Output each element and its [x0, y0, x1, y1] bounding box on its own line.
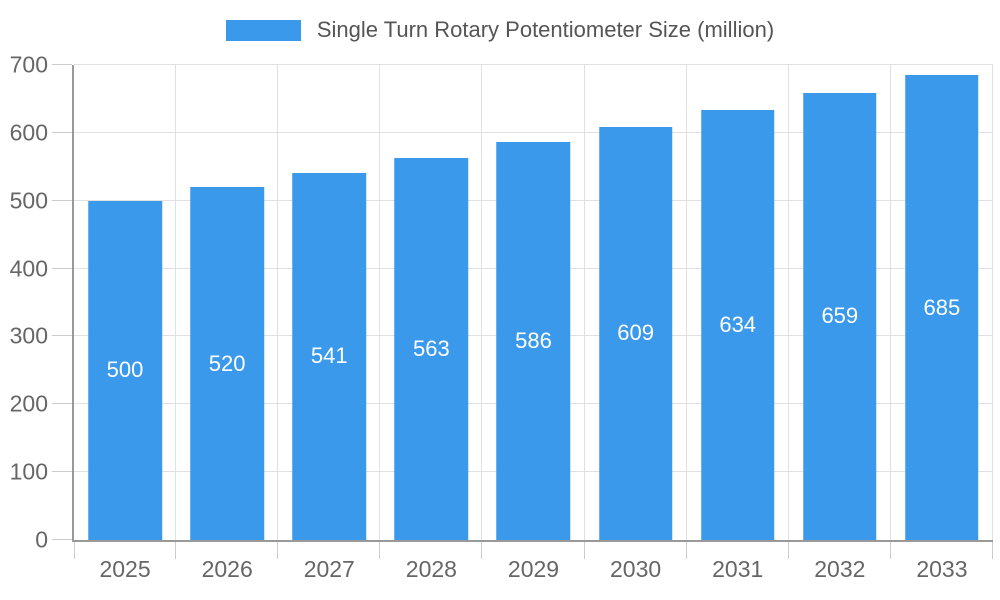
x-axis-label: 2025	[99, 556, 151, 582]
plot-area: 0 100 200 300 400 500 600 700 500 2025 520 2026 541…	[10, 53, 993, 582]
bar-value-label: 563	[413, 335, 450, 361]
y-axis-label: 600	[9, 119, 48, 146]
x-axis-tick	[787, 542, 789, 559]
gridline-x	[175, 65, 177, 540]
x-axis-label: 2033	[916, 556, 968, 582]
bar-2027[interactable]: 541	[292, 172, 367, 540]
y-axis-label: 400	[9, 255, 48, 282]
gridline-x	[583, 65, 585, 540]
category-slot: 500 2025	[74, 65, 176, 582]
bar-value-label: 541	[310, 343, 348, 369]
y-axis-tick	[52, 199, 72, 201]
gridline-y	[74, 131, 993, 133]
gridline-x	[992, 65, 993, 540]
category-slot: 685 2033	[891, 65, 993, 582]
y-axis-label: 0	[35, 526, 48, 553]
y-axis-label: 300	[9, 322, 48, 349]
gridline-x	[481, 65, 483, 540]
y-axis-tick	[52, 471, 72, 473]
x-axis-label: 2029	[507, 556, 560, 582]
category-slot: 586 2029	[482, 65, 584, 582]
x-axis-tick	[277, 542, 279, 559]
legend-swatch-icon	[225, 19, 301, 41]
bar-value-label: 659	[821, 303, 859, 329]
y-axis-tick	[52, 64, 72, 65]
bar-2028[interactable]: 563	[394, 157, 469, 540]
y-axis-label: 100	[9, 458, 48, 485]
category-slot: 563 2028	[380, 65, 482, 582]
gridline-x	[787, 65, 789, 540]
chart-legend[interactable]: Single Turn Rotary Potentiometer Size (m…	[0, 17, 1000, 43]
bar-value-label: 520	[208, 350, 246, 376]
x-axis-tick	[685, 542, 687, 559]
gridline-x	[379, 65, 381, 540]
gridline-y	[74, 64, 993, 65]
x-axis-label: 2028	[405, 556, 457, 582]
bar-value-label: 609	[617, 320, 654, 346]
category-slot: 520 2026	[176, 65, 278, 582]
y-axis-label: 500	[9, 187, 48, 214]
bar-2026[interactable]: 520	[190, 187, 264, 540]
x-axis-label: 2031	[712, 556, 764, 582]
bar-2031[interactable]: 634	[700, 109, 775, 540]
x-axis-label: 2026	[201, 556, 253, 582]
y-axis-tick	[52, 403, 72, 405]
bar-value-label: 500	[106, 357, 144, 383]
x-axis-label: 2027	[303, 556, 355, 582]
bar-value-label: 634	[719, 311, 757, 337]
y-axis-tick	[52, 267, 72, 269]
bar-2033[interactable]: 685	[905, 75, 979, 540]
x-axis-label: 2032	[814, 556, 866, 582]
bar-2032[interactable]: 659	[803, 92, 877, 540]
x-axis-tick	[583, 542, 585, 559]
y-axis-label: 200	[9, 390, 48, 417]
x-axis-label: 2030	[610, 556, 662, 582]
category-slot: 659 2032	[789, 65, 891, 582]
x-axis-tick	[379, 542, 381, 559]
x-axis-tick	[889, 542, 891, 559]
x-axis-tick	[175, 542, 177, 559]
y-axis-label: 700	[9, 51, 48, 78]
y-axis-tick	[52, 131, 72, 133]
bar-2030[interactable]: 609	[598, 126, 673, 540]
x-axis-tick	[74, 542, 75, 559]
y-axis-tick	[52, 335, 72, 337]
x-axis-tick	[992, 542, 993, 559]
category-slot: 609 2030	[585, 65, 687, 582]
y-axis-tick	[52, 539, 72, 540]
gridline-x	[889, 65, 891, 540]
legend-label: Single Turn Rotary Potentiometer Size (m…	[316, 17, 775, 42]
bar-2025[interactable]: 500	[88, 200, 162, 540]
x-axis-tick	[481, 542, 483, 559]
bar-value-label: 586	[515, 328, 552, 354]
category-slot: 541 2027	[278, 65, 380, 582]
gridline-x	[685, 65, 687, 540]
gridline-x	[277, 65, 279, 540]
category-slot: 634 2031	[687, 65, 789, 582]
bar-2029[interactable]: 586	[496, 142, 571, 540]
bar-value-label: 685	[923, 294, 961, 320]
